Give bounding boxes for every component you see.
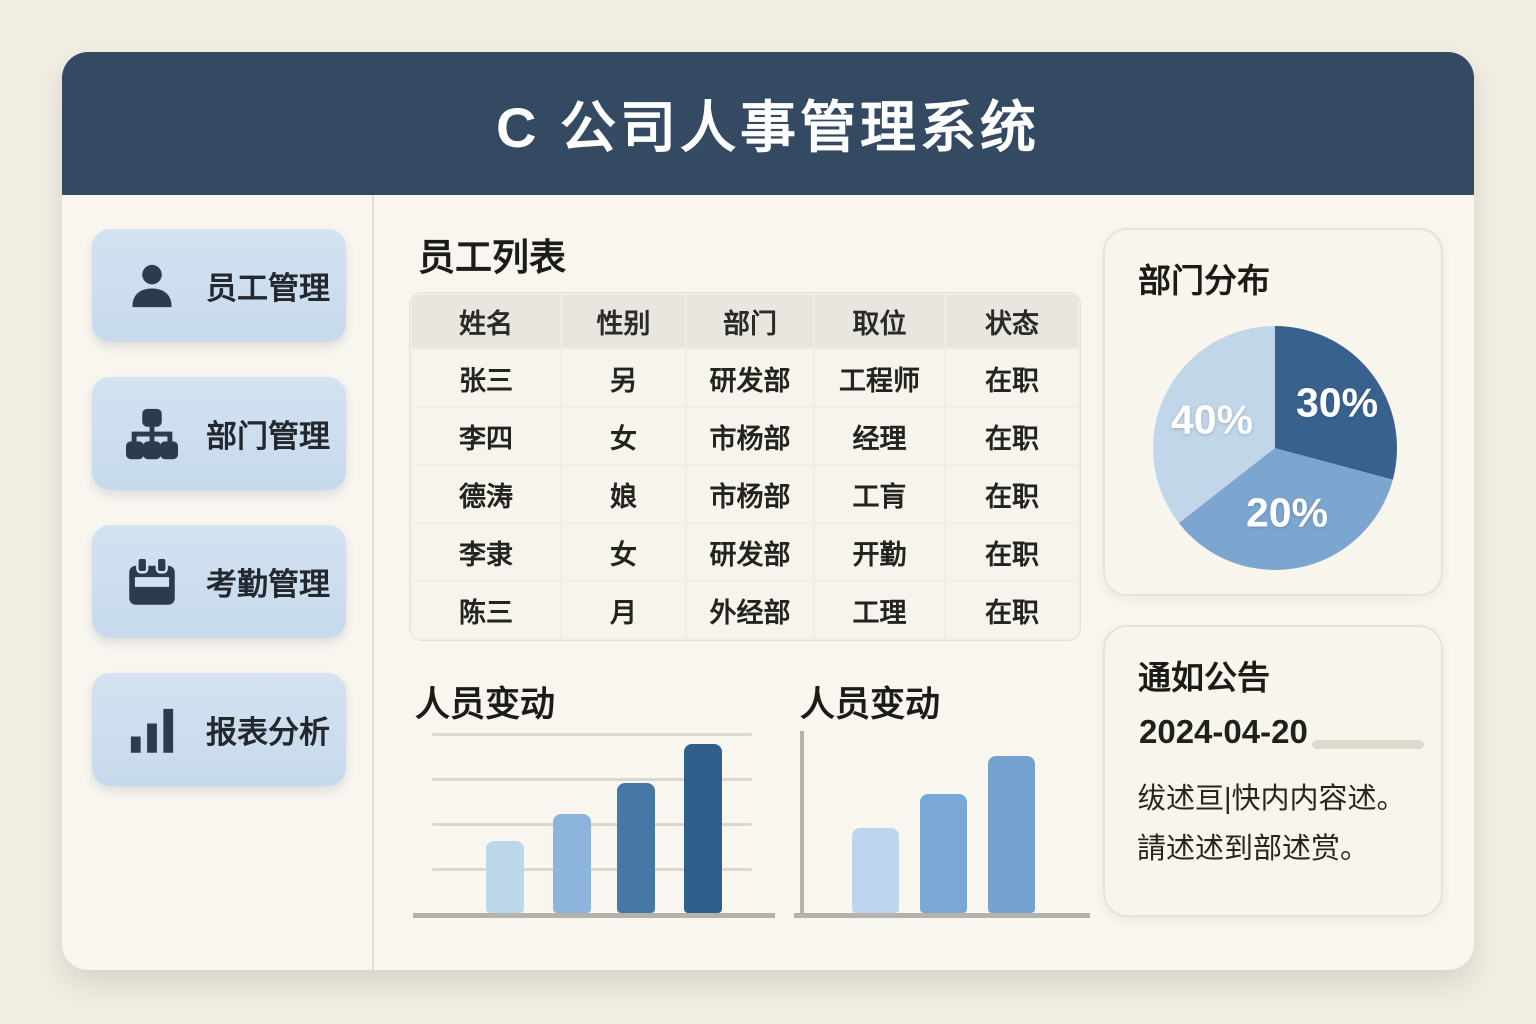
table-cell: 外经部 — [685, 580, 815, 640]
notice-title: 通如公告 — [1138, 659, 1270, 696]
table-cell: 在职 — [944, 580, 1080, 640]
gridline — [432, 868, 752, 871]
x-axis-line — [794, 913, 1090, 918]
x-axis-line — [413, 913, 775, 918]
person-icon — [124, 258, 180, 314]
sidebar-item-attendance-management[interactable]: 考勤管理 — [92, 525, 346, 638]
app-header: C 公司人事管理系统 — [62, 52, 1474, 195]
table-cell: 另 — [560, 348, 687, 408]
table-cell: 娘 — [560, 464, 687, 524]
column-header: 状态 — [944, 293, 1080, 350]
table-row: 李隶女研发部 开勤 在职 — [410, 522, 1080, 582]
sidebar: 员工管理 部门管理 — [62, 195, 374, 970]
table-cell: 李四 — [410, 406, 562, 466]
sidebar-item-department-management[interactable]: 部门管理 — [92, 377, 346, 490]
bar — [684, 743, 722, 913]
bar — [920, 794, 967, 913]
table-cell: 女 — [560, 406, 687, 466]
table-cell: 陈三 — [410, 580, 562, 640]
table-cell: 李隶 — [410, 522, 562, 582]
sidebar-item-label: 部门管理 — [206, 419, 330, 454]
bar — [852, 828, 899, 913]
table-row: 李四女市杨部 经理 在职 — [410, 406, 1080, 466]
bar-series — [415, 733, 775, 913]
calendar-icon — [124, 554, 180, 610]
table-cell: 研发部 — [685, 522, 815, 582]
bar-series — [800, 733, 1085, 913]
table-cell: 女 — [560, 522, 687, 582]
table-cell: 在职 — [944, 464, 1080, 524]
pie-chart-title: 部门分布 — [1138, 262, 1270, 299]
column-header: 姓名 — [410, 293, 562, 350]
gridline — [432, 823, 752, 826]
bar-chart-left — [413, 733, 775, 918]
table-cell: 工理 — [813, 580, 946, 640]
notice-card: 通如公告 2024-04-20 绂述亘|快内内容述。 請述述到部述赏。 — [1103, 625, 1443, 917]
sidebar-item-report-analysis[interactable]: 报表分析 — [92, 673, 346, 786]
notice-date-decoration — [1312, 740, 1424, 749]
notice-date: 2024-04-20 — [1139, 713, 1308, 750]
bar-chart-right — [794, 731, 1090, 918]
notice-body-line: 绂述亘|快内内容述。 — [1137, 783, 1406, 815]
table-cell: 在职 — [944, 406, 1080, 466]
org-chart-icon — [124, 406, 180, 462]
table-header-row: 姓名 性别 部门 取位 状态 — [410, 293, 1080, 350]
bar — [553, 814, 591, 913]
notice-body-line: 請述述到部述赏。 — [1137, 833, 1370, 865]
table-row: 德涛娘市杨部 工肓 在职 — [410, 464, 1080, 524]
bar-chart-left-title: 人员变动 — [415, 685, 556, 724]
table-cell: 张三 — [410, 348, 562, 408]
bar — [617, 783, 655, 913]
sidebar-item-label: 报表分析 — [206, 715, 330, 750]
column-header: 部门 — [685, 293, 815, 350]
table-cell: 月 — [560, 580, 687, 640]
table-cell: 开勤 — [813, 522, 946, 582]
pie-slice-label: 40% — [1170, 396, 1254, 443]
table-cell: 研发部 — [685, 348, 815, 408]
column-header: 性别 — [560, 293, 687, 350]
pie-slice-label: 20% — [1245, 489, 1329, 536]
sidebar-item-label: 考勤管理 — [206, 567, 330, 602]
table-row: 张三另研发部 工程师 在职 — [410, 348, 1080, 408]
table-cell: 工程师 — [813, 348, 946, 408]
table-cell: 市杨部 — [685, 464, 815, 524]
app-window: C 公司人事管理系统 员工管理 部门管理 — [62, 52, 1474, 970]
app-title: C 公司人事管理系统 — [496, 96, 1040, 159]
pie-chart: 30% 20% 40% — [1153, 326, 1397, 570]
column-header: 取位 — [813, 293, 946, 350]
employee-list-title: 员工列表 — [418, 237, 566, 278]
table-cell: 经理 — [813, 406, 946, 466]
bar — [486, 841, 524, 913]
y-axis-line — [800, 731, 804, 915]
table-row: 陈三月外经部 工理 在职 — [410, 580, 1080, 640]
sidebar-item-employee-management[interactable]: 员工管理 — [92, 229, 346, 342]
table-cell: 市杨部 — [685, 406, 815, 466]
bar — [988, 756, 1035, 913]
employee-table: 姓名 性别 部门 取位 状态 张三另研发部 工程师 在职 李四女市杨部 经理 在职 德涛娘市杨部 工肓在… — [410, 293, 1080, 640]
pie-slice-label: 30% — [1295, 379, 1379, 426]
table-cell: 工肓 — [813, 464, 946, 524]
bar-chart-icon — [124, 702, 180, 758]
bar-chart-right-title: 人员变动 — [800, 685, 941, 724]
department-distribution-card: 部门分布 30% 20% 40% — [1103, 228, 1443, 596]
gridline — [432, 733, 752, 736]
sidebar-item-label: 员工管理 — [206, 271, 330, 306]
gridline — [432, 778, 752, 781]
table-cell: 德涛 — [410, 464, 562, 524]
table-cell: 在职 — [944, 348, 1080, 408]
table-cell: 在职 — [944, 522, 1080, 582]
